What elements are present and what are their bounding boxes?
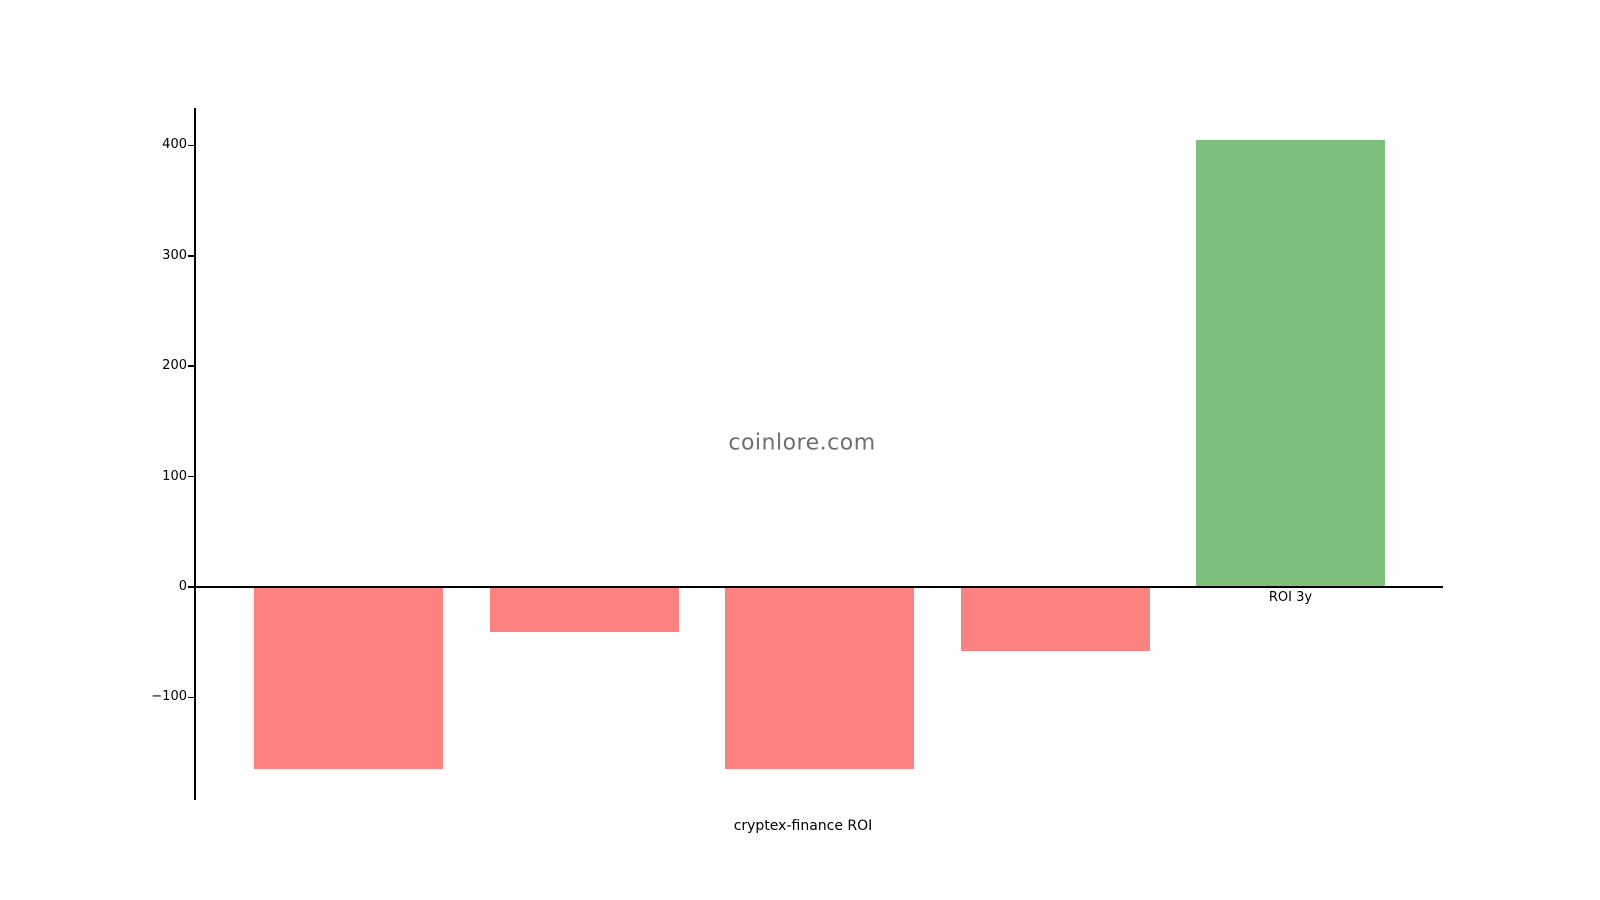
- bar-4: [960, 587, 1150, 652]
- y-tick-label: 0: [178, 579, 187, 594]
- bar-5: [1196, 139, 1385, 587]
- chart-title: cryptex-finance ROI: [733, 818, 873, 834]
- y-axis-line: [194, 108, 196, 800]
- y-tick-mark: [188, 475, 195, 478]
- y-tick-label: 300: [162, 247, 187, 263]
- y-tick-mark: [188, 696, 195, 699]
- y-tick-mark: [188, 144, 195, 147]
- bar-2: [489, 587, 679, 633]
- y-tick-mark: [188, 365, 195, 367]
- bar-3: [725, 587, 914, 770]
- y-tick-label: 200: [162, 358, 187, 374]
- x-axis-line: [196, 586, 1443, 588]
- y-tick-label: 100: [162, 468, 187, 484]
- y-tick-label: 400: [162, 137, 187, 153]
- y-tick-mark: [188, 586, 195, 588]
- bar-1: [254, 587, 443, 770]
- x-tick-label-roi-3y: ROI 3y: [1268, 590, 1313, 605]
- y-tick-mark: [188, 255, 195, 257]
- y-tick-label: −100: [151, 689, 187, 705]
- watermark-text: coinlore.com: [728, 430, 876, 456]
